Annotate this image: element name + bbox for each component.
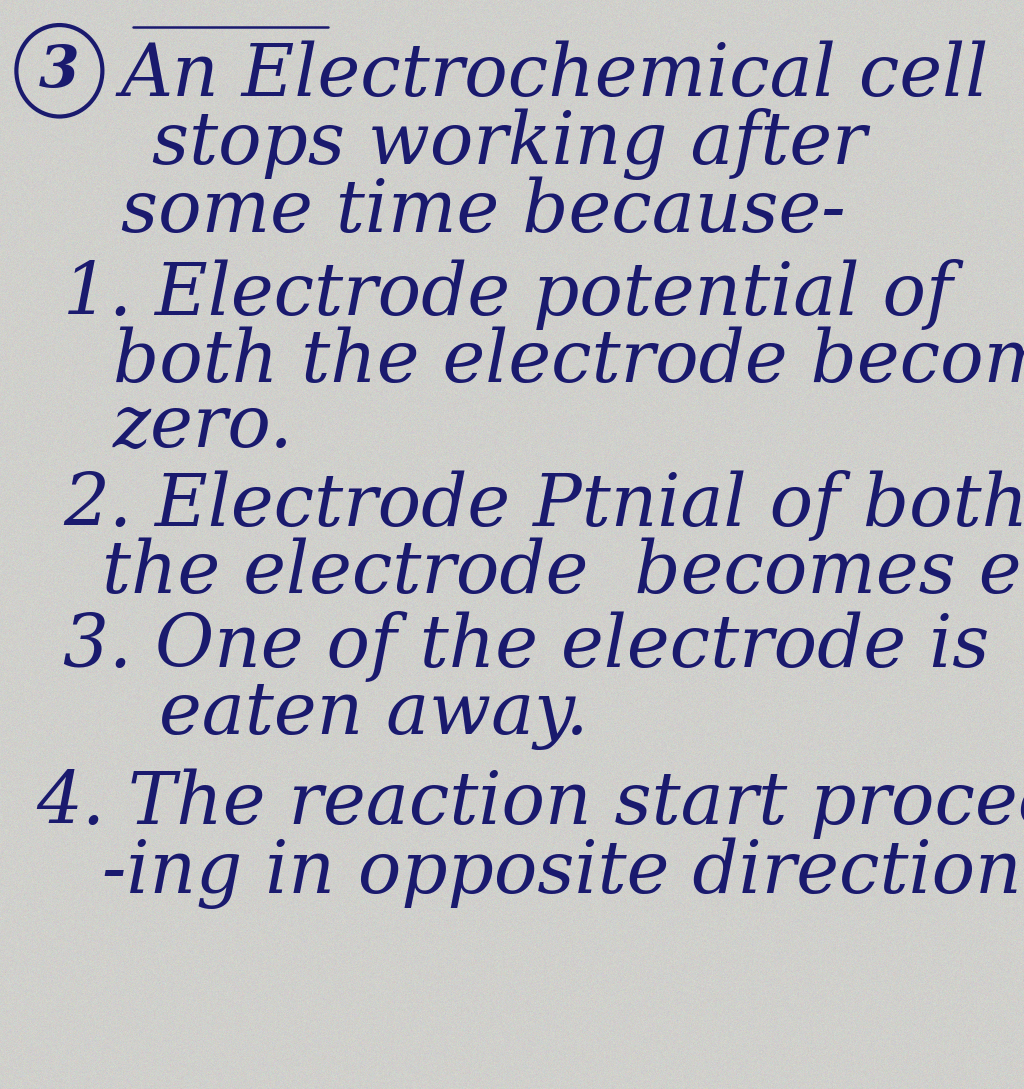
Text: 1. Electrode potential of: 1. Electrode potential of (63, 258, 953, 330)
Text: some time because-: some time because- (121, 176, 846, 246)
Text: both the electrode become: both the electrode become (113, 327, 1024, 396)
Text: the electrode  becomes equal.: the electrode becomes equal. (102, 538, 1024, 608)
Text: 4. The reaction start proceed: 4. The reaction start proceed (36, 769, 1024, 839)
Text: 3: 3 (39, 42, 80, 99)
Text: 2. Electrode Ptnial of both: 2. Electrode Ptnial of both (63, 469, 1024, 541)
Text: stops working after: stops working after (152, 108, 866, 180)
Text: -ing in opposite direction.: -ing in opposite direction. (102, 837, 1024, 909)
Text: eaten away.: eaten away. (159, 680, 588, 749)
Text: An Electrochemical cell: An Electrochemical cell (121, 41, 989, 111)
Text: 3. One of the electrode is: 3. One of the electrode is (63, 611, 990, 683)
Text: zero.: zero. (113, 392, 293, 462)
